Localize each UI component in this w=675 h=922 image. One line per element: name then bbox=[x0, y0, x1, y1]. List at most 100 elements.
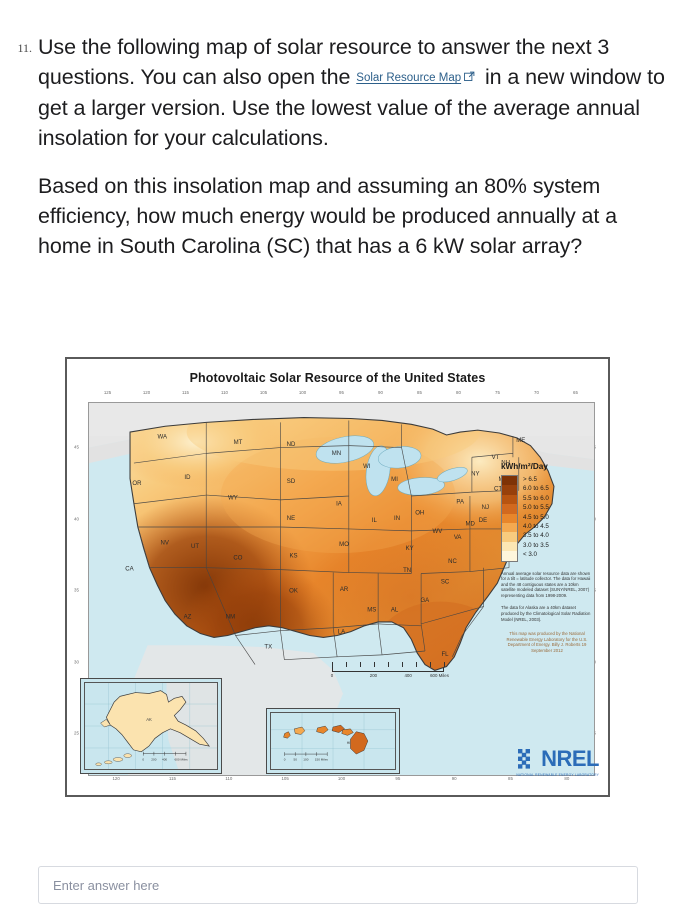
lon-tick: 80 bbox=[456, 390, 461, 395]
hawaii-inset-frame: HI 0 50 100 150 Miles bbox=[270, 712, 396, 770]
state-label-sd: SD bbox=[287, 479, 296, 485]
state-label-ms: MS bbox=[367, 607, 376, 613]
lon-tick: 105 bbox=[259, 390, 268, 395]
state-label-wi: WI bbox=[363, 464, 371, 470]
solar-resource-map-link[interactable]: Solar Resource Map bbox=[356, 72, 462, 84]
scalebar-line bbox=[332, 667, 444, 672]
state-label-id: ID bbox=[184, 475, 191, 481]
alaska-graphic: AK 0 200 400 600 Miles bbox=[85, 683, 217, 769]
state-label-mo: MO bbox=[339, 542, 349, 548]
legend-label-8: < 3.0 bbox=[523, 551, 537, 559]
solar-resource-map-figure[interactable]: Photovoltaic Solar Resource of the Unite… bbox=[65, 357, 610, 797]
map-longitude-axis-top: 125 120 115 110 105 100 95 90 85 80 75 70 65 bbox=[88, 390, 595, 402]
state-label-nc: NC bbox=[448, 559, 457, 565]
legend-title: kWh/m²/Day bbox=[501, 462, 548, 471]
svg-text:400: 400 bbox=[162, 757, 167, 761]
state-label-ks: KS bbox=[290, 553, 298, 559]
state-label-il: IL bbox=[372, 518, 378, 524]
state-label-in: IN bbox=[394, 516, 400, 522]
state-label-pa: PA bbox=[456, 499, 464, 505]
lon-tick: 65 bbox=[573, 390, 578, 395]
legend-label-4: 4.5 to 5.0 bbox=[523, 513, 549, 521]
state-label-ar: AR bbox=[340, 587, 349, 593]
lat-tick: 25 bbox=[74, 730, 79, 736]
state-label-mn: MN bbox=[332, 451, 341, 457]
state-label-de: DE bbox=[479, 518, 487, 524]
legend-swatch-5 bbox=[502, 522, 517, 533]
legend-note-2: The data for Alaska are a 40km dataset p… bbox=[501, 605, 591, 622]
legend-swatch-4 bbox=[502, 513, 517, 523]
legend-label-3: 5.0 to 5.5 bbox=[523, 504, 549, 512]
svg-text:50: 50 bbox=[294, 758, 298, 762]
alaska-inset: AK 0 200 400 600 Miles bbox=[80, 678, 222, 774]
legend-label-0: > 6.5 bbox=[523, 476, 537, 483]
map-inner: Photovoltaic Solar Resource of the Unite… bbox=[70, 362, 605, 792]
legend-swatch-7 bbox=[502, 541, 517, 552]
svg-text:0: 0 bbox=[142, 757, 144, 761]
lon-tick: 125 bbox=[103, 390, 112, 395]
state-label-vt: VT bbox=[492, 455, 500, 461]
state-label-nd: ND bbox=[287, 442, 296, 448]
state-label-va: VA bbox=[454, 535, 462, 541]
map-latitude-axis-left: 45 40 35 30 25 bbox=[72, 404, 86, 762]
scalebar-ticks bbox=[332, 662, 445, 667]
answer-input[interactable] bbox=[38, 866, 638, 904]
legend-label-6: 3.5 to 4.0 bbox=[523, 532, 549, 540]
svg-text:HI: HI bbox=[347, 741, 351, 745]
question-body: Use the following map of solar resource … bbox=[38, 32, 665, 279]
lon-tick: 85 bbox=[417, 390, 422, 395]
lon-tick: 90 bbox=[378, 390, 383, 395]
legend-labels: > 6.5 6.0 to 6.5 5.5 to 6.0 5.0 to 5.5 4.5 t… bbox=[523, 475, 549, 562]
lon-tick: 115 bbox=[182, 390, 189, 395]
hawaii-graphic: HI 0 50 100 150 Miles bbox=[271, 713, 395, 769]
state-label-nm: NM bbox=[226, 615, 235, 621]
nrel-wordmark: NREL bbox=[541, 746, 599, 771]
lon-tick: 120 bbox=[112, 776, 120, 781]
question-text-before-link: Use the following map of solar resource … bbox=[38, 35, 610, 89]
lon-tick: 85 bbox=[508, 776, 513, 781]
external-link-icon[interactable] bbox=[464, 71, 475, 82]
lon-tick: 80 bbox=[564, 776, 570, 781]
legend-swatch-0 bbox=[502, 476, 517, 486]
state-label-ga: GA bbox=[420, 598, 429, 604]
state-label-ia: IA bbox=[336, 501, 342, 507]
state-label-wy: WY bbox=[228, 496, 238, 502]
state-label-mt: MT bbox=[234, 440, 243, 446]
state-label-mi: MI bbox=[391, 477, 398, 483]
legend-label-1: 6.0 to 6.5 bbox=[523, 485, 549, 493]
nrel-tagline: NATIONAL RENEWABLE ENERGY LABORATORY bbox=[516, 773, 599, 777]
lat-tick: 35 bbox=[74, 587, 79, 593]
svg-text:600 Miles: 600 Miles bbox=[174, 757, 188, 761]
state-label-oh: OH bbox=[415, 511, 424, 517]
lon-tick: 75 bbox=[495, 390, 500, 395]
legend-label-5: 4.0 to 4.5 bbox=[523, 522, 549, 530]
state-label-az: AZ bbox=[184, 615, 192, 621]
state-label-sc: SC bbox=[441, 579, 450, 585]
legend-color-ramp bbox=[501, 475, 518, 562]
lat-tick: 30 bbox=[74, 659, 79, 665]
question-number: 11. bbox=[17, 41, 32, 55]
state-label-nh: NH bbox=[501, 460, 510, 466]
svg-text:0: 0 bbox=[284, 758, 286, 762]
map-legend: kWh/m²/Day > 6.5 6.0 to 6.5 5.5 to 6.0 5.0 … bbox=[501, 462, 597, 654]
lon-tick: 120 bbox=[142, 390, 151, 395]
svg-text:200: 200 bbox=[151, 757, 156, 761]
legend-credit: This map was produced by the National Re… bbox=[506, 631, 588, 654]
legend-swatch-1 bbox=[502, 485, 517, 495]
hawaii-inset: HI 0 50 100 150 Miles bbox=[266, 708, 400, 774]
lat-tick: 40 bbox=[74, 516, 79, 522]
legend-swatch-6 bbox=[502, 532, 517, 542]
lon-tick: 105 bbox=[281, 776, 289, 781]
question-paragraph-1: Use the following map of solar resource … bbox=[38, 32, 665, 153]
state-label-ny: NY bbox=[471, 472, 479, 478]
state-label-ct: CT bbox=[494, 486, 502, 492]
lon-tick: 70 bbox=[534, 390, 539, 395]
scalebar-labels: 0 200 400 600 Miles bbox=[331, 673, 449, 680]
svg-text:100: 100 bbox=[303, 758, 308, 762]
lon-tick: 115 bbox=[169, 776, 176, 781]
question-paragraph-2: Based on this insolation map and assumin… bbox=[38, 174, 617, 258]
question-block: 11. Use the following map of solar resou… bbox=[10, 32, 665, 279]
alaska-inset-frame: AK 0 200 400 600 Miles bbox=[84, 682, 218, 770]
state-label-tn: TN bbox=[403, 568, 411, 574]
